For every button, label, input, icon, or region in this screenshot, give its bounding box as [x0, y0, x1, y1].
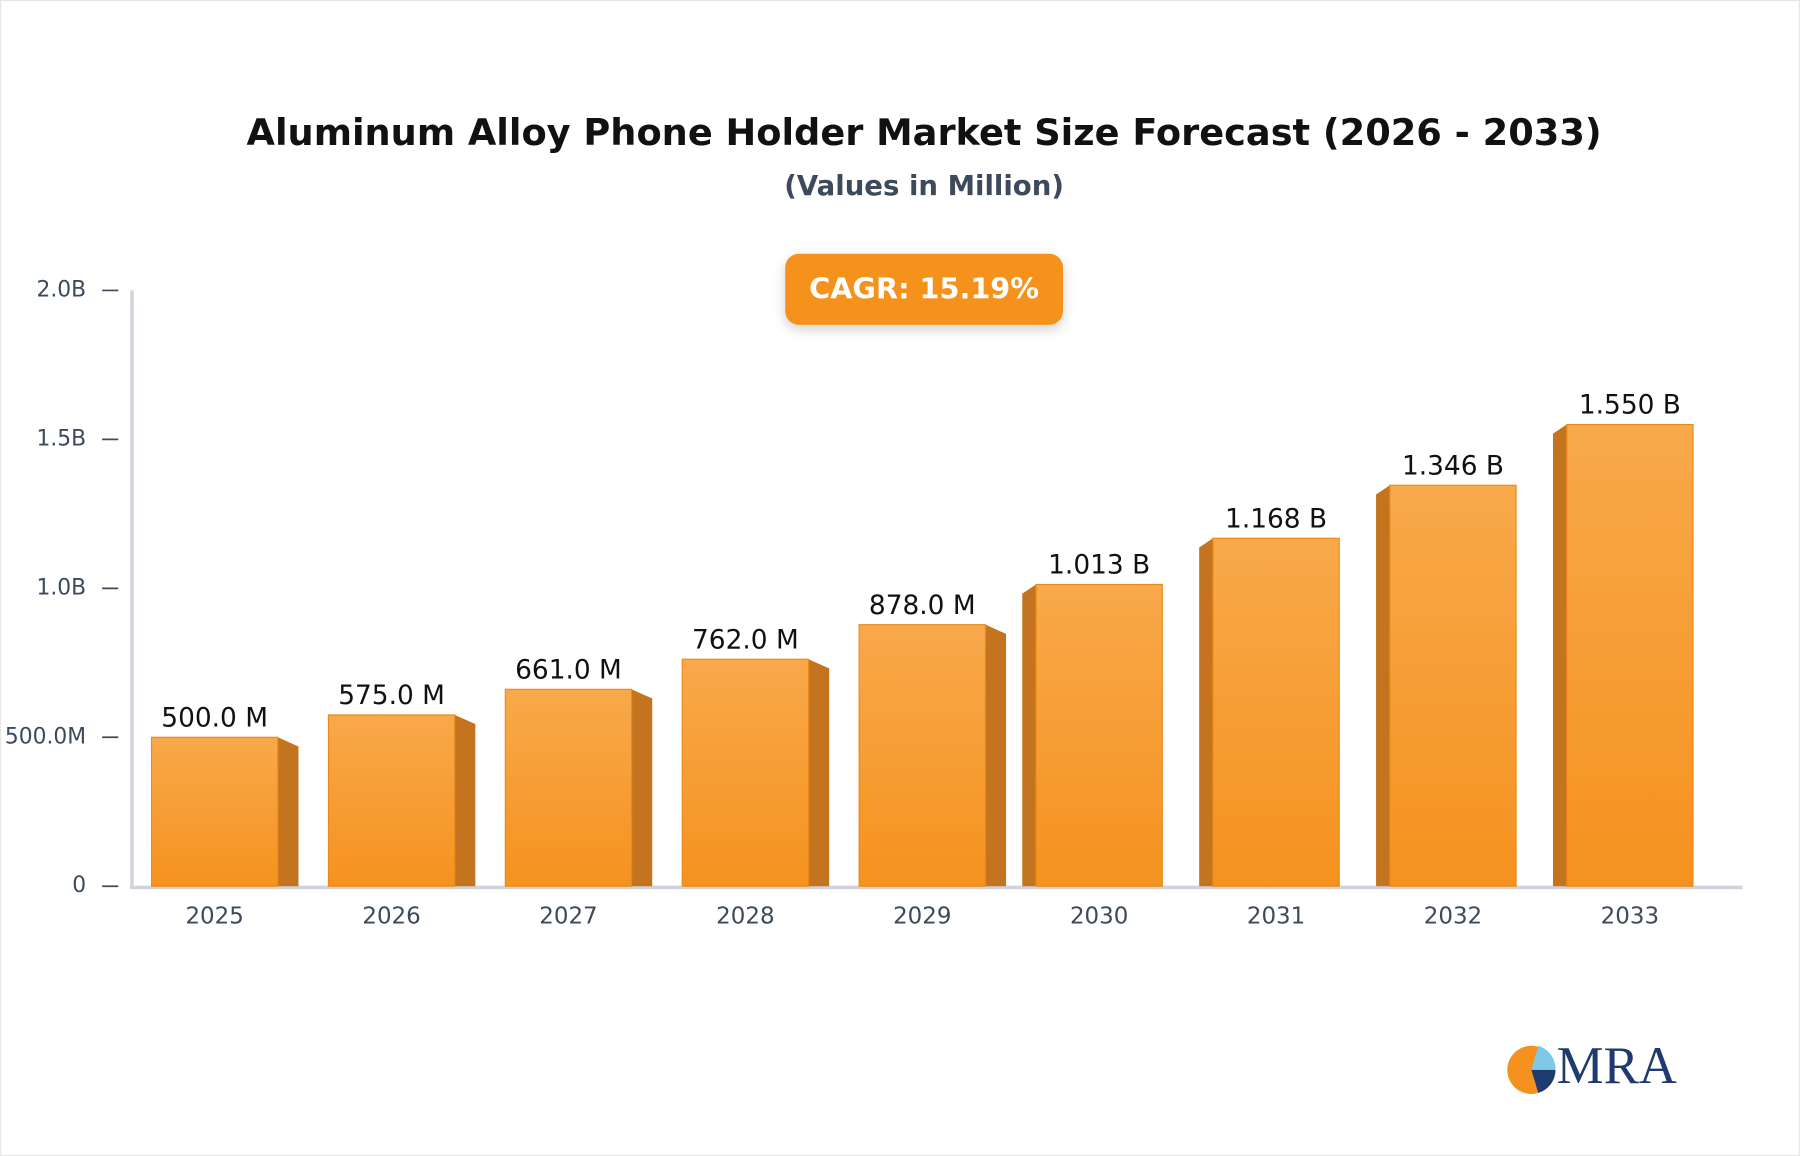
- value-label: 1.550 B: [1579, 390, 1681, 421]
- x-tick-label: 2032: [1424, 904, 1482, 930]
- value-label: 575.0 M: [338, 680, 445, 711]
- bar: [1389, 484, 1517, 887]
- value-label: 500.0 M: [161, 702, 268, 733]
- bar: [150, 736, 279, 887]
- x-tick-label: 2031: [1247, 904, 1305, 930]
- value-label: 1.168 B: [1225, 503, 1327, 534]
- logo-icon: [1531, 1045, 1556, 1070]
- bar: [504, 688, 633, 887]
- bar-side: [985, 624, 1007, 887]
- bar-side: [808, 659, 830, 887]
- x-tick-label: 2027: [539, 904, 597, 930]
- y-tick-label: 1.5B: [36, 426, 86, 451]
- y-tick-label: 500.0M: [5, 724, 86, 749]
- chart-title: Aluminum Alloy Phone Holder Market Size …: [247, 111, 1602, 154]
- bar-side: [454, 714, 476, 887]
- value-label: 762.0 M: [692, 624, 799, 655]
- bar: [327, 714, 456, 887]
- bar: [1212, 537, 1340, 887]
- bar: [1566, 423, 1694, 887]
- y-tick-label: 1.0B: [36, 575, 86, 600]
- bar: [1035, 583, 1163, 887]
- cagr-badge: [785, 253, 1064, 325]
- bar-side: [277, 737, 299, 887]
- logo-text: MRA: [1557, 1037, 1677, 1095]
- value-label: 661.0 M: [515, 654, 622, 685]
- x-tick-label: 2026: [362, 904, 420, 930]
- bar-side: [631, 689, 653, 887]
- x-tick-label: 2025: [185, 904, 243, 930]
- value-label: 878.0 M: [869, 590, 976, 621]
- bar-side: [1199, 538, 1213, 887]
- bar: [858, 624, 986, 887]
- x-tick-label: 2033: [1601, 904, 1659, 930]
- value-label: 1.346 B: [1402, 450, 1504, 481]
- logo-icon: [1531, 1069, 1556, 1093]
- y-tick-label: 2.0B: [36, 277, 86, 302]
- bar-side: [1376, 485, 1390, 887]
- logo: MRA: [1507, 1037, 1677, 1095]
- cagr-label: CAGR: 15.19%: [809, 271, 1039, 305]
- bar-side: [1022, 584, 1037, 887]
- chart-subtitle: (Values in Million): [784, 170, 1064, 202]
- y-tick-label: 0: [72, 873, 86, 898]
- bar: [681, 658, 810, 887]
- x-tick-label: 2029: [893, 904, 951, 930]
- x-tick-label: 2030: [1070, 904, 1128, 930]
- bar-side: [1552, 424, 1567, 887]
- x-tick-label: 2028: [716, 904, 774, 930]
- value-label: 1.013 B: [1048, 550, 1150, 581]
